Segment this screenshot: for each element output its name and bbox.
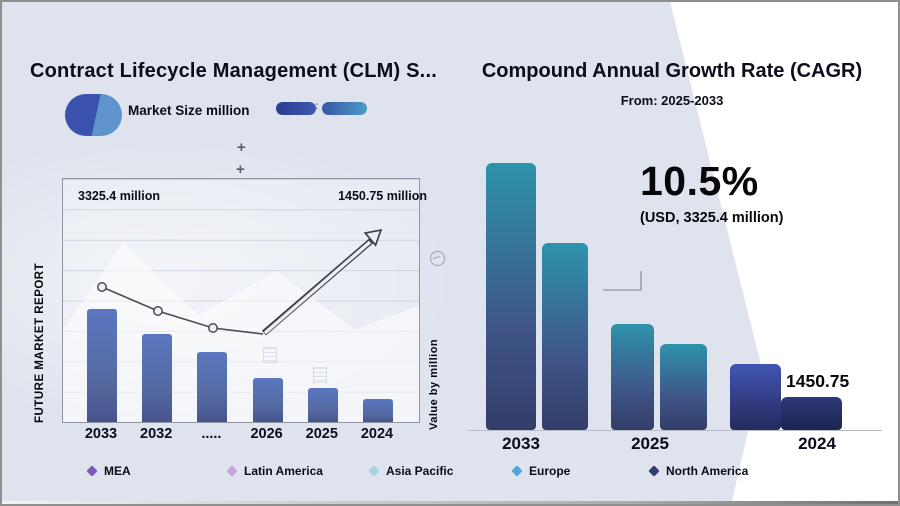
left-bar-2032 [142,334,173,422]
market-size-label: Market Size million [128,103,250,118]
left-axis-label: 2033 [84,426,118,442]
ratio-pill-right-icon [322,102,367,115]
cagr-value: 10.5% [640,158,759,204]
right-bar-2033-1 [486,163,536,430]
right-bar-2033-2 [542,243,588,430]
ratio-colon: : [315,101,319,112]
legend-label: North America [666,464,749,478]
right-chart-title: Compound Annual Growth Rate (CAGR) [481,60,863,82]
minus-circle-icon [430,251,445,266]
bottom-edge-strip [0,501,900,506]
window-watermark-icon [313,367,327,383]
left-bar-..... [197,352,228,422]
left-bar-2024 [363,399,393,422]
right-axis-label: 2033 [502,434,540,453]
left-chart-panel [62,178,420,423]
left-bars-layer [63,179,419,422]
left-bar-2033 [87,309,117,422]
legend-label: MEA [104,464,131,478]
right-axis-label: 2025 [631,434,669,453]
cylinder-icon [65,94,122,136]
plus-mark-icon: + [236,161,245,178]
right-bar-2025-1 [611,324,654,430]
left-axis-label: 2024 [360,426,394,442]
left-axis-label: ..... [201,426,222,442]
left-bar-2026 [252,378,283,422]
left-axis-label: 2032 [140,426,173,442]
legend-label: Latin America [244,464,323,478]
left-axis-label: 2025 [305,426,338,442]
value-annotation-left: 3325.4 million [78,189,160,203]
left-chart-title: Contract Lifecycle Management (CLM) S... [30,60,437,82]
right-bar-2024-2 [781,397,842,430]
legend-label: Asia Pacific [386,464,454,478]
ratio-pill-left-icon [276,102,316,115]
legend-label: Europe [529,464,571,478]
bar-value-annotation: 1450.75 [786,371,850,391]
window-watermark-icon [263,347,277,363]
right-axis-label: 2024 [798,434,836,453]
right-chart-subtitle: From: 2025-2033 [620,93,724,108]
right-chart-baseline [468,430,882,432]
right-bar-2024-1 [730,364,781,430]
left-bar-2025 [307,388,338,422]
trend-arrow-overlay [97,228,383,336]
right-bar-2025-2 [660,344,707,430]
left-axis-label: 2026 [250,426,283,442]
value-annotation-right: 1450.75 million [338,189,427,203]
plus-mark-icon: + [237,139,246,156]
cagr-basis: (USD, 3325.4 million) [640,210,784,226]
